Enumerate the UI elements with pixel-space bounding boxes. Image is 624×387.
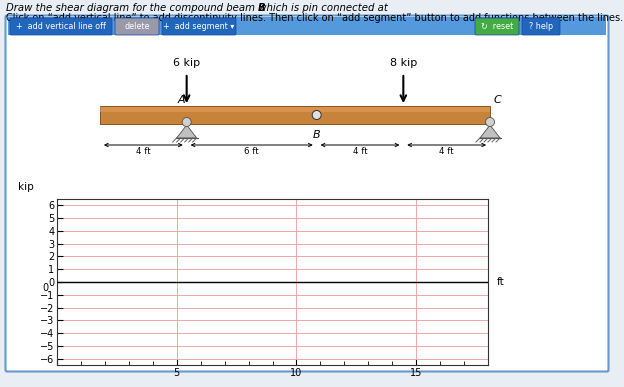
Text: A: A	[178, 95, 185, 105]
Text: delete: delete	[124, 22, 150, 31]
FancyBboxPatch shape	[522, 18, 560, 35]
Text: 8 kip: 8 kip	[390, 58, 417, 68]
Text: +  add vertical line off: + add vertical line off	[16, 22, 106, 31]
Bar	[100, 106, 490, 124]
FancyBboxPatch shape	[115, 18, 159, 35]
Text: Click on “add vertical line” to add discontinuity lines. Then click on “add segm: Click on “add vertical line” to add disc…	[6, 13, 623, 23]
Text: +  add segment ▾: + add segment ▾	[163, 22, 235, 31]
Text: ? help: ? help	[529, 22, 553, 31]
FancyBboxPatch shape	[10, 18, 112, 35]
Bar	[100, 107, 490, 112]
Text: C: C	[493, 95, 501, 105]
Text: ↻  reset: ↻ reset	[481, 22, 513, 31]
FancyBboxPatch shape	[6, 15, 608, 372]
FancyBboxPatch shape	[162, 18, 236, 35]
Text: 4 ft: 4 ft	[439, 147, 454, 156]
Text: .: .	[263, 3, 266, 13]
Circle shape	[312, 111, 321, 120]
Text: 0: 0	[42, 283, 49, 293]
Bar	[8, 17, 606, 35]
Text: B: B	[313, 130, 321, 140]
Polygon shape	[177, 125, 197, 138]
Text: ft: ft	[497, 277, 504, 287]
Text: 6 kip: 6 kip	[173, 58, 200, 68]
Circle shape	[182, 118, 191, 127]
Text: 6 ft: 6 ft	[245, 147, 259, 156]
Text: 4 ft: 4 ft	[353, 147, 368, 156]
Text: kip: kip	[18, 182, 34, 192]
Text: 4 ft: 4 ft	[136, 147, 150, 156]
Text: Draw the shear diagram for the compound beam which is pin connected at: Draw the shear diagram for the compound …	[6, 3, 391, 13]
FancyBboxPatch shape	[475, 18, 519, 35]
Polygon shape	[480, 125, 500, 138]
Text: B: B	[258, 3, 266, 13]
Circle shape	[485, 118, 494, 127]
